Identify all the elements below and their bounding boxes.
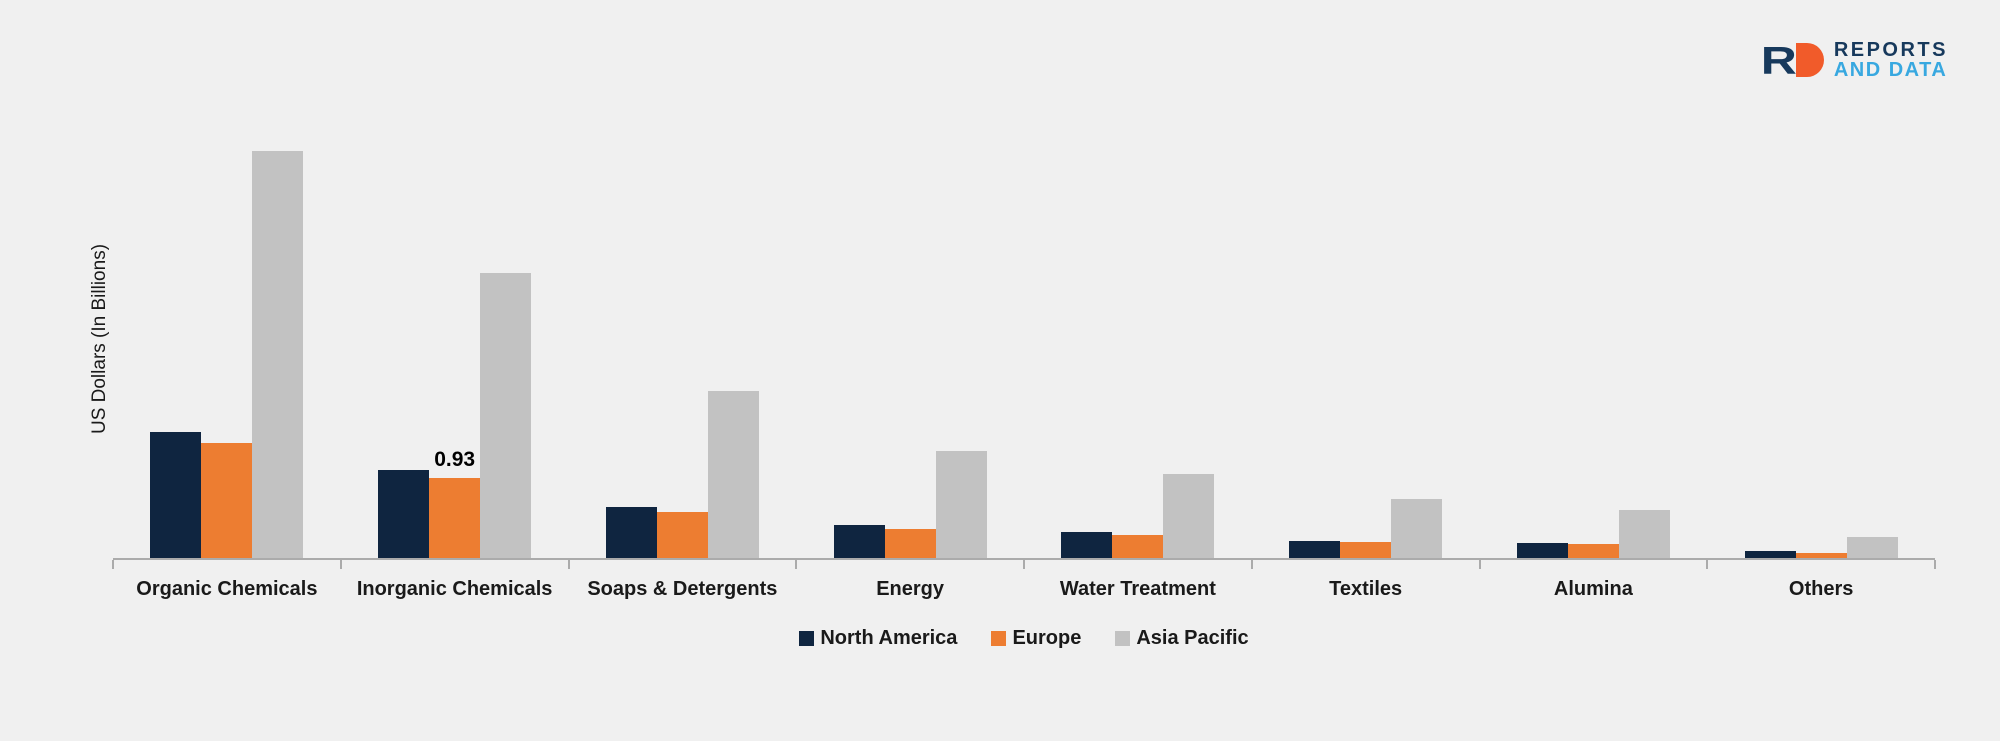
bar-north-america [833, 525, 885, 558]
legend-label: North America [820, 627, 958, 649]
bar-group-1 [113, 120, 341, 558]
bar-asia-pacific [707, 391, 759, 558]
x-axis-line [112, 558, 1936, 569]
legend-item-europe: Europe [991, 627, 1081, 650]
reports-and-data-logo: R REPORTS AND DATA [1761, 40, 1948, 80]
legend-label: Europe [1012, 627, 1082, 649]
legend-item-north-america: North America [799, 627, 957, 650]
axis-tick [339, 560, 342, 569]
category-label: Water Treatment [1059, 578, 1216, 600]
axis-tick [567, 560, 570, 569]
bar-asia-pacific [1391, 499, 1443, 558]
bar-europe [884, 529, 936, 558]
category-label: Organic Chemicals [136, 578, 318, 600]
axis-tick [1250, 560, 1253, 569]
bar-asia-pacific [252, 151, 304, 558]
legend-swatch-icon [1115, 631, 1131, 646]
bar-north-america [1744, 551, 1796, 558]
legend: North America Europe Asia Pacific [113, 627, 1935, 650]
y-axis-label: US Dollars (In Billions) [89, 243, 110, 435]
axis-tick [1023, 560, 1025, 569]
bar-asia-pacific [1618, 510, 1670, 558]
category-labels-row: Organic Chemicals Inorganic Chemicals Soap… [113, 578, 1935, 601]
category-label: Inorganic Chemicals [356, 578, 553, 600]
bar-group-4 [796, 120, 1024, 558]
bar-europe [201, 443, 253, 558]
bar-north-america [605, 507, 657, 558]
logo-d-glyph [1795, 43, 1824, 77]
bar-group-6 [1252, 120, 1480, 558]
bar-group-5 [1024, 120, 1252, 558]
bar-group-3 [569, 120, 797, 558]
bar-asia-pacific [480, 273, 532, 558]
bar-north-america [1061, 532, 1113, 558]
axis-tick [1934, 560, 1936, 569]
logo-r-glyph: R [1760, 38, 1797, 82]
axis-tick [1478, 560, 1481, 569]
bar-asia-pacific [1846, 537, 1898, 558]
bar-europe: 0.93 [429, 448, 481, 558]
category-label: Soaps & Detergents [587, 578, 778, 600]
logo-line2: AND DATA [1833, 59, 1948, 81]
bar-europe [656, 512, 708, 558]
bar-europe [1795, 553, 1847, 558]
bar-group-8 [1707, 120, 1935, 558]
bar-europe [1340, 542, 1392, 558]
logo-rd-icon: R [1761, 40, 1824, 80]
plot-area: 0.93 [113, 120, 1935, 558]
axis-tick [112, 560, 114, 569]
bar-asia-pacific [1163, 474, 1215, 558]
legend-label: Asia Pacific [1136, 627, 1249, 649]
bar-north-america [378, 470, 430, 558]
logo-line1: REPORTS [1833, 39, 1948, 61]
bar-north-america [1289, 541, 1341, 558]
bar-group-7 [1480, 120, 1708, 558]
data-label: 0.93 [434, 448, 476, 471]
category-label: Alumina [1553, 578, 1633, 600]
bar-asia-pacific [935, 451, 987, 558]
axis-tick [1706, 560, 1709, 569]
category-label: Energy [876, 578, 945, 600]
bar-north-america [1516, 543, 1568, 558]
bar-north-america [150, 432, 202, 558]
legend-swatch-icon [799, 631, 815, 646]
bar-europe [1567, 544, 1619, 558]
grouped-bar-chart: 0.93 Organic Chemicals Inorganic Chemical… [112, 120, 1936, 650]
legend-swatch-icon [991, 631, 1007, 646]
category-label: Textiles [1329, 578, 1403, 600]
logo-text: REPORTS AND DATA [1834, 40, 1948, 80]
axis-tick [795, 560, 798, 569]
bar-group-2: 0.93 [341, 120, 569, 558]
category-label: Others [1788, 578, 1854, 600]
legend-item-asia-pacific: Asia Pacific [1115, 627, 1249, 650]
bar-europe [1112, 535, 1164, 558]
